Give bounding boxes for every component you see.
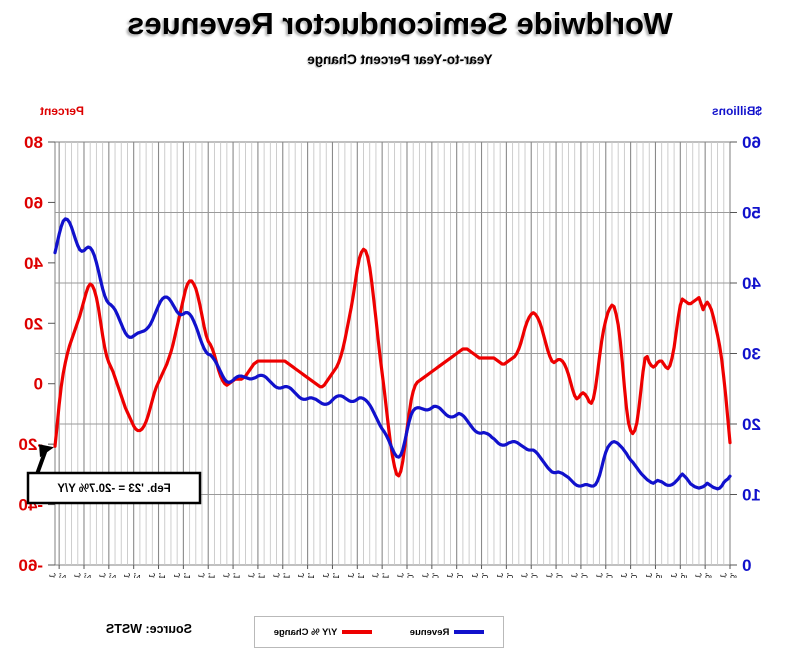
- svg-text:Jan.: Jan.: [371, 573, 381, 578]
- axis-labels: 0102030405060-60-40-20020406080Jan.'96Ja…: [18, 133, 761, 578]
- svg-text:Jan.: Jan.: [569, 573, 579, 578]
- legend-label-revenue: Revenue: [409, 626, 450, 638]
- annotation-group: Feb. '23 = -20.7% Y/Y: [26, 444, 202, 505]
- svg-text:'06: '06: [480, 573, 490, 578]
- source-label: Source: WSTS: [105, 622, 192, 636]
- svg-text:80: 80: [24, 133, 43, 152]
- svg-text:60: 60: [742, 133, 761, 152]
- svg-text:Jan.: Jan.: [48, 573, 58, 578]
- svg-text:-60: -60: [18, 556, 43, 575]
- svg-text:Jan.: Jan.: [619, 573, 629, 578]
- legend-item-change: Y/Y % Change: [274, 627, 373, 638]
- svg-text:'15: '15: [256, 573, 266, 578]
- svg-text:Jan.: Jan.: [246, 573, 256, 578]
- svg-text:Jan.: Jan.: [271, 573, 281, 578]
- chart-title: Worldwide Semiconductor Revenues: [127, 6, 673, 41]
- svg-text:0: 0: [742, 556, 751, 575]
- svg-text:Jan.: Jan.: [346, 573, 356, 578]
- svg-text:50: 50: [742, 204, 761, 223]
- svg-text:30: 30: [742, 345, 761, 364]
- svg-text:'00: '00: [629, 573, 639, 578]
- svg-text:Jan.: Jan.: [72, 573, 82, 578]
- svg-text:'07: '07: [455, 573, 465, 578]
- svg-text:-20: -20: [18, 435, 43, 454]
- svg-text:'12: '12: [331, 573, 341, 578]
- svg-text:'21: '21: [107, 573, 117, 578]
- chart-subtitle: Year-to-Year Percent Change: [307, 52, 493, 67]
- svg-text:Jan.: Jan.: [296, 573, 306, 578]
- svg-text:Jan.: Jan.: [719, 573, 729, 578]
- svg-text:Jan.: Jan.: [520, 573, 530, 578]
- svg-text:'01: '01: [604, 573, 614, 578]
- svg-text:'18: '18: [182, 573, 192, 578]
- axis-ticks: [48, 141, 737, 569]
- svg-text:Jan.: Jan.: [470, 573, 480, 578]
- svg-text:40: 40: [742, 274, 761, 293]
- svg-text:'17: '17: [207, 573, 217, 578]
- svg-text:Jan.: Jan.: [395, 573, 405, 578]
- svg-text:Jan.: Jan.: [147, 573, 157, 578]
- svg-text:'08: '08: [430, 573, 440, 578]
- svg-text:'10: '10: [381, 573, 391, 578]
- svg-text:'96: '96: [729, 573, 739, 578]
- svg-text:'22: '22: [82, 573, 92, 578]
- svg-text:Jan.: Jan.: [594, 573, 604, 578]
- svg-text:'11: '11: [356, 573, 366, 578]
- svg-text:Jan.: Jan.: [97, 573, 107, 578]
- svg-text:'09: '09: [405, 573, 415, 578]
- svg-text:Jan.: Jan.: [545, 573, 555, 578]
- svg-text:Jan.: Jan.: [197, 573, 207, 578]
- legend-label-change: Y/Y % Change: [273, 626, 338, 638]
- plot-area: 0102030405060-60-40-20020406080Jan.'96Ja…: [0, 118, 800, 578]
- chart-svg: 0102030405060-60-40-20020406080Jan.'96Ja…: [18, 133, 761, 578]
- svg-text:Jan.: Jan.: [644, 573, 654, 578]
- svg-text:'14: '14: [281, 573, 291, 578]
- svg-text:'13: '13: [306, 573, 316, 578]
- svg-text:'19: '19: [157, 573, 167, 578]
- svg-text:'02: '02: [579, 573, 589, 578]
- legend-swatch-revenue: [454, 630, 485, 634]
- svg-text:40: 40: [24, 254, 43, 273]
- series-lines: [53, 217, 732, 491]
- svg-text:60: 60: [24, 193, 43, 212]
- svg-text:Jan.: Jan.: [445, 573, 455, 578]
- svg-text:'97: '97: [704, 573, 714, 578]
- svg-text:'20: '20: [132, 573, 142, 578]
- svg-text:Jan.: Jan.: [172, 573, 182, 578]
- svg-text:Jan.: Jan.: [694, 573, 704, 578]
- svg-text:20: 20: [742, 415, 761, 434]
- svg-text:0: 0: [34, 375, 43, 394]
- svg-text:Jan.: Jan.: [222, 573, 232, 578]
- svg-text:'04: '04: [530, 573, 540, 578]
- svg-text:'05: '05: [505, 573, 515, 578]
- svg-text:'03: '03: [555, 573, 565, 578]
- svg-text:Jan.: Jan.: [321, 573, 331, 578]
- svg-text:Jan.: Jan.: [122, 573, 132, 578]
- left-axis-title: $Billions: [711, 104, 762, 118]
- svg-text:Feb. '23 = -20.7% Y/Y: Feb. '23 = -20.7% Y/Y: [57, 483, 171, 495]
- chart-legend: Revenue Y/Y % Change: [254, 616, 504, 648]
- legend-swatch-change: [342, 630, 373, 634]
- svg-text:'16: '16: [232, 573, 242, 578]
- svg-text:Jan.: Jan.: [669, 573, 679, 578]
- right-axis-title: Percent: [40, 104, 85, 118]
- legend-item-revenue: Revenue: [410, 627, 485, 638]
- svg-text:'99: '99: [654, 573, 664, 578]
- svg-text:Jan.: Jan.: [495, 573, 505, 578]
- svg-text:Jan.: Jan.: [420, 573, 430, 578]
- svg-text:'23: '23: [58, 573, 68, 578]
- svg-text:'98: '98: [679, 573, 689, 578]
- svg-text:10: 10: [742, 486, 761, 505]
- svg-text:20: 20: [24, 314, 43, 333]
